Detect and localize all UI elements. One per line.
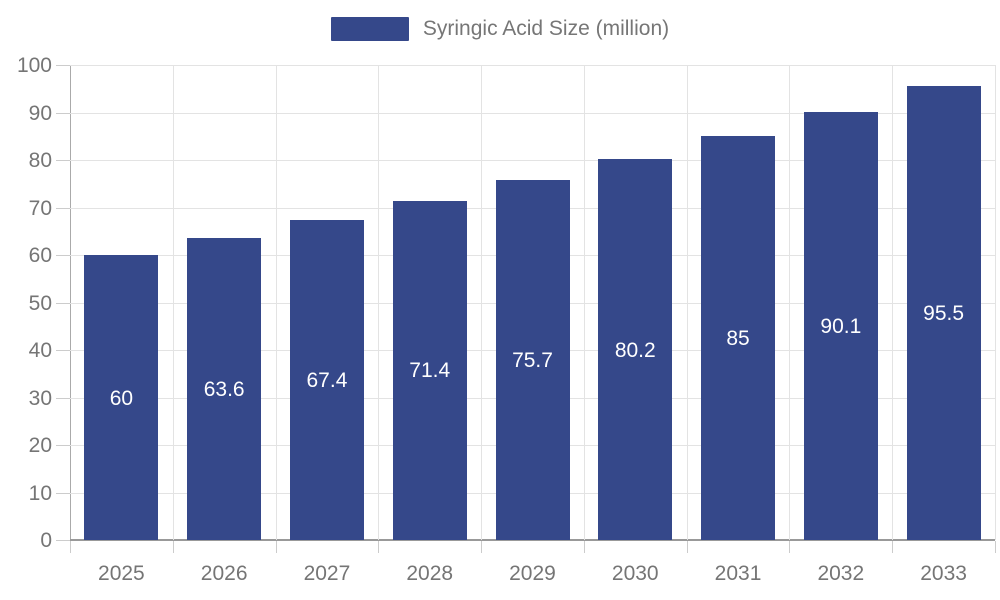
bar-value-label: 95.5 (923, 302, 965, 326)
y-axis-tick (56, 65, 70, 66)
y-axis-tick (56, 492, 70, 494)
legend-item[interactable]: Syringic Acid Size (million) (0, 17, 1000, 41)
bar-value-label: 67.4 (306, 368, 348, 392)
x-axis-tick (583, 541, 585, 553)
bar-2029: 75.7 (495, 180, 570, 540)
bar-value-label: 85 (726, 327, 750, 351)
bar-value-label: 60 (109, 386, 134, 410)
y-axis-tick (56, 397, 70, 399)
x-axis-tick (172, 541, 174, 553)
y-axis-tick (56, 445, 70, 446)
x-axis-label-2029: 2029 (509, 562, 556, 585)
y-axis-tick (56, 207, 70, 209)
x-axis-label-2028: 2028 (406, 562, 454, 585)
y-axis-tick (56, 540, 70, 541)
x-axis-line (70, 539, 995, 541)
bar-value-label: 80.2 (614, 338, 656, 362)
x-axis-tick (789, 541, 791, 553)
y-axis-tick (56, 302, 70, 304)
bar-value-label: 63.6 (203, 377, 245, 401)
x-axis-tick (686, 541, 688, 553)
bar-2025: 60 (84, 255, 159, 540)
x-axis-label-2026: 2026 (200, 562, 248, 585)
x-gridline (583, 65, 585, 540)
y-gridline (70, 112, 995, 114)
x-gridline (275, 65, 277, 540)
x-gridline (686, 65, 688, 540)
y-axis-tick-label: 60 (28, 244, 52, 267)
x-gridline (172, 65, 174, 540)
bar-value-label: 71.4 (409, 359, 451, 383)
bar-value-label: 75.7 (512, 349, 553, 373)
x-axis-label-2032: 2032 (817, 562, 865, 585)
y-axis-tick (56, 112, 70, 114)
x-axis-tick (70, 541, 71, 553)
y-gridline (70, 160, 995, 161)
y-axis-tick-label: 50 (28, 291, 52, 315)
bar-2031: 85 (701, 136, 776, 540)
legend-label: Syringic Acid Size (million) (422, 17, 670, 40)
x-axis-tick (275, 541, 277, 553)
x-gridline (481, 65, 483, 540)
x-axis-label-2031: 2031 (714, 562, 762, 585)
x-gridline (892, 65, 894, 540)
x-axis-label-2033: 2033 (920, 562, 967, 585)
bar-2026: 63.6 (187, 237, 262, 540)
y-axis-tick-label: 0 (40, 529, 52, 552)
y-axis-tick (56, 160, 70, 161)
y-axis-tick (56, 350, 70, 351)
y-axis-tick (56, 255, 70, 256)
y-axis-tick-label: 20 (28, 434, 52, 457)
y-axis-tick-label: 80 (28, 149, 52, 172)
y-axis-tick-label: 10 (28, 481, 52, 505)
plot-area: 60 63.6 67.4 71.4 75.7 80.2 85 90.1 95.5 (70, 65, 996, 540)
y-axis-tick-label: 30 (28, 386, 52, 410)
legend-swatch (330, 17, 409, 41)
x-axis-tick (378, 541, 380, 553)
x-axis-label-2027: 2027 (303, 562, 351, 585)
x-gridline (378, 65, 380, 540)
x-axis-tick (995, 541, 996, 553)
y-axis-tick-label: 100 (16, 54, 52, 77)
y-axis-tick-label: 70 (28, 196, 52, 220)
x-gridline (995, 65, 996, 540)
x-axis-label-2025: 2025 (98, 562, 145, 585)
bar-value-label: 90.1 (820, 315, 862, 339)
y-gridline (70, 65, 995, 66)
bar-2032: 90.1 (803, 112, 878, 540)
x-axis-tick (892, 541, 894, 553)
x-axis-tick (481, 541, 483, 553)
y-axis-tick-label: 40 (28, 339, 52, 362)
x-gridline (789, 65, 791, 540)
bar-2033: 95.5 (906, 86, 981, 540)
x-axis-label-2030: 2030 (611, 562, 659, 585)
bar-2030: 80.2 (598, 159, 673, 540)
y-axis-tick-label: 90 (28, 101, 52, 125)
bar-2028: 71.4 (392, 200, 467, 540)
bar-2027: 67.4 (289, 219, 364, 540)
